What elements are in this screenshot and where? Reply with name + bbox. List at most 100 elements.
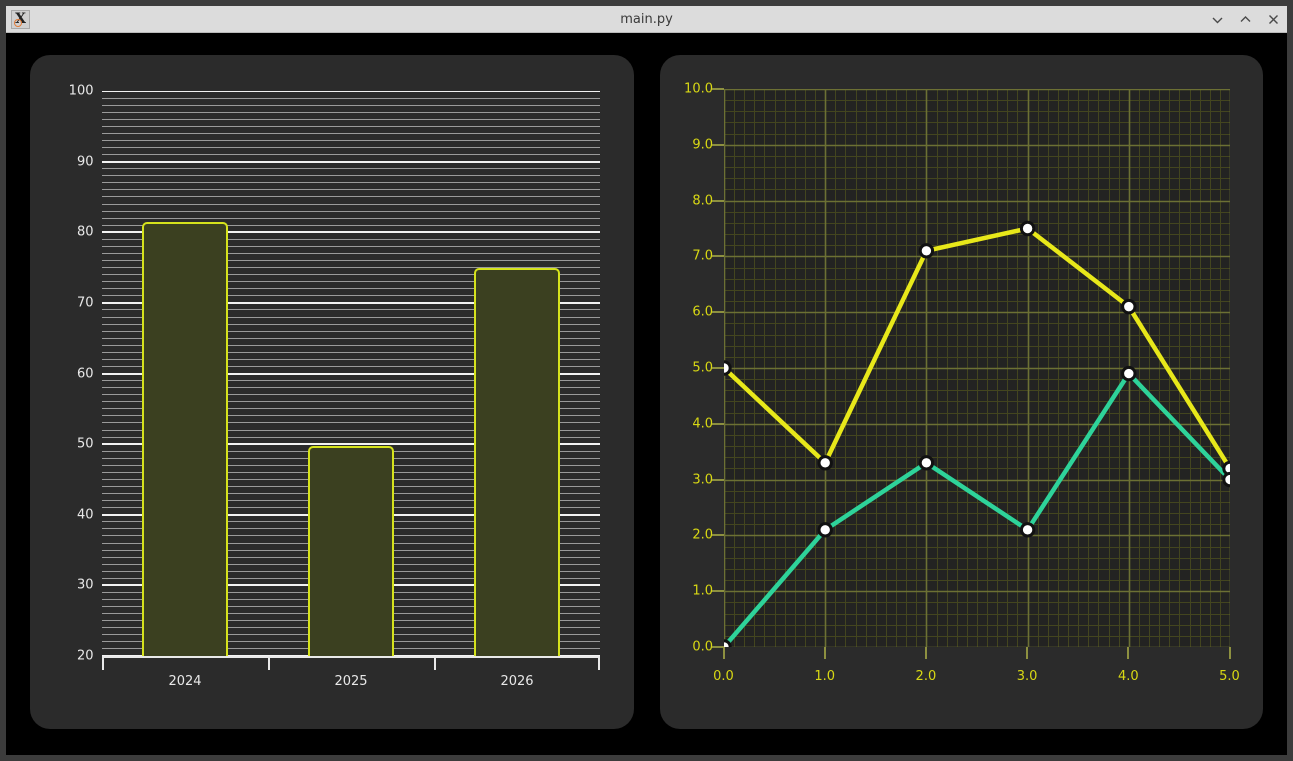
bar-rect bbox=[473, 267, 561, 656]
bar-x-tick bbox=[598, 658, 600, 670]
line-data-point bbox=[1019, 220, 1035, 237]
line-data-point bbox=[918, 455, 934, 471]
bar-x-tick-label: 2024 bbox=[168, 674, 202, 689]
bar-gridline-minor bbox=[102, 309, 600, 311]
bar-chart-plot-area bbox=[102, 91, 600, 656]
bar-gridline-major bbox=[102, 91, 600, 92]
window-titlebar[interactable]: X main.py bbox=[6, 6, 1287, 33]
bar-gridline-minor bbox=[102, 436, 600, 438]
window-title: main.py bbox=[620, 11, 673, 27]
line-y-tick bbox=[711, 199, 724, 202]
line-y-tick bbox=[711, 422, 724, 425]
bar-gridline-minor bbox=[102, 401, 600, 403]
line-x-tick-label: 1.0 bbox=[814, 669, 836, 684]
line-y-tick bbox=[711, 590, 724, 593]
bar-gridline-minor bbox=[102, 132, 600, 134]
line-y-tick bbox=[711, 255, 724, 258]
bar-gridline-minor bbox=[102, 330, 600, 332]
bar-gridline-minor bbox=[102, 97, 600, 99]
bar-gridline-minor bbox=[102, 274, 600, 276]
line-y-tick-label: 8.0 bbox=[692, 193, 713, 209]
line-y-tick-label: 9.0 bbox=[692, 137, 713, 153]
bar-gridline-minor bbox=[102, 429, 600, 431]
chevron-up-icon[interactable] bbox=[1238, 12, 1253, 27]
line-y-tick-label: 1.0 bbox=[692, 583, 713, 599]
bar-gridline-minor bbox=[102, 217, 600, 219]
bar-y-tick-label: 40 bbox=[76, 507, 94, 523]
line-data-point bbox=[817, 455, 833, 471]
line-x-tick bbox=[823, 647, 826, 659]
line-y-tick bbox=[711, 534, 724, 537]
line-x-tick bbox=[924, 647, 927, 659]
chevron-down-icon[interactable] bbox=[1210, 12, 1225, 27]
line-y-tick bbox=[711, 478, 724, 481]
bar-gridline-minor bbox=[102, 267, 600, 269]
line-y-tick-label: 5.0 bbox=[692, 360, 713, 376]
bar-y-tick-label: 100 bbox=[68, 83, 94, 99]
bar-y-tick-label: 60 bbox=[76, 366, 94, 381]
bar-gridline-major bbox=[102, 372, 600, 375]
bar-gridline-minor bbox=[102, 351, 600, 353]
bar-y-tick-label: 80 bbox=[76, 224, 94, 240]
line-chart-plot-area bbox=[723, 89, 1230, 647]
line-data-point bbox=[1120, 298, 1136, 315]
line-series-green-series bbox=[723, 371, 1230, 647]
line-y-tick-label: 2.0 bbox=[692, 527, 713, 543]
line-y-tick bbox=[711, 88, 724, 90]
line-y-tick-label: 3.0 bbox=[692, 472, 713, 488]
bar-gridline-minor bbox=[102, 175, 600, 177]
bar-gridline-minor bbox=[102, 260, 600, 261]
line-y-tick bbox=[711, 143, 724, 146]
bar-gridline-minor bbox=[102, 125, 600, 127]
bar-gridline-major bbox=[102, 443, 600, 446]
bar-chart-panel: 20 30 40 50 60 70 80 90 100 2024 2025 2026 bbox=[30, 55, 634, 729]
line-x-tick-label: 3.0 bbox=[1016, 669, 1038, 684]
bar-y-tick-label: 20 bbox=[76, 648, 94, 664]
bar-gridline-minor bbox=[102, 365, 600, 367]
line-data-point bbox=[918, 243, 934, 259]
bar-gridline-minor bbox=[102, 238, 600, 240]
bar-gridline-minor bbox=[102, 196, 600, 198]
line-x-tick bbox=[1228, 647, 1231, 659]
line-y-tick-label: 10.0 bbox=[684, 81, 713, 97]
bar-gridline-minor bbox=[102, 380, 600, 382]
line-chart-svg bbox=[723, 89, 1230, 647]
bar-gridline-minor bbox=[102, 210, 600, 212]
line-x-tick-label: 2.0 bbox=[915, 669, 937, 684]
bar-gridline-minor bbox=[102, 408, 600, 410]
line-chart-panel: 0.0 1.0 2.0 3.0 4.0 5.0 6.0 7.0 8.0 9.0 10.0 0.0 1.… bbox=[659, 55, 1263, 729]
bar-gridline-minor bbox=[102, 147, 600, 148]
line-y-tick bbox=[711, 311, 724, 314]
bar-gridline-minor bbox=[102, 224, 600, 226]
line-x-tick-label: 4.0 bbox=[1117, 669, 1139, 684]
bar-y-tick-label: 90 bbox=[76, 154, 94, 170]
line-x-tick-label: 5.0 bbox=[1219, 669, 1240, 684]
line-series-yellow-series bbox=[723, 226, 1230, 471]
line-x-tick-label: 0.0 bbox=[713, 669, 734, 684]
bar-x-tick bbox=[102, 658, 104, 670]
bar-x-tick bbox=[434, 658, 436, 670]
bar-rect bbox=[307, 445, 395, 656]
line-data-point bbox=[723, 360, 732, 376]
bar-gridline-minor bbox=[102, 295, 600, 297]
bar-chart-x-axis-line bbox=[102, 656, 600, 658]
bar-gridline-minor bbox=[102, 422, 600, 424]
bar-gridline-minor bbox=[102, 323, 600, 325]
bar-y-tick-label: 30 bbox=[76, 577, 94, 593]
bar-gridline-minor bbox=[102, 104, 600, 106]
bar-gridline-minor bbox=[102, 394, 600, 396]
line-data-point bbox=[1221, 471, 1230, 488]
bar-gridline-minor bbox=[102, 189, 600, 191]
bar-y-tick-label: 50 bbox=[76, 436, 94, 452]
app-icon: X bbox=[11, 9, 30, 29]
bar-gridline-major bbox=[102, 231, 600, 234]
line-y-tick bbox=[711, 367, 724, 369]
bar-gridline-minor bbox=[102, 118, 600, 120]
close-icon[interactable] bbox=[1266, 12, 1281, 27]
bar-gridline-minor bbox=[102, 182, 600, 184]
line-y-tick-label: 7.0 bbox=[692, 248, 713, 264]
bar-gridline-minor bbox=[102, 316, 600, 318]
bar-gridline-minor bbox=[102, 203, 600, 205]
line-y-tick bbox=[711, 646, 724, 648]
